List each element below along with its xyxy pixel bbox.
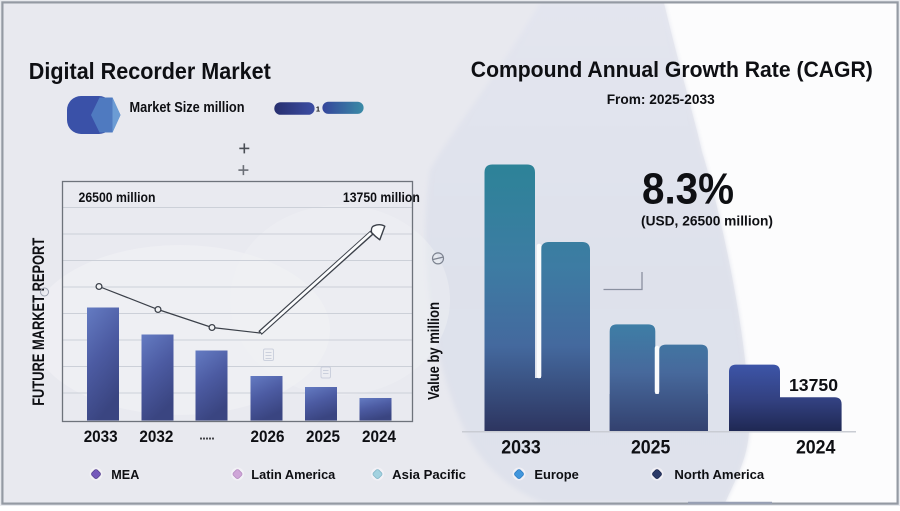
- svg-text:2033: 2033: [501, 438, 541, 459]
- svg-text:Digital Recorder Market: Digital Recorder Market: [29, 58, 271, 84]
- svg-text:From: 2025-2033: From: 2025-2033: [607, 91, 715, 107]
- svg-text:2033: 2033: [84, 428, 118, 446]
- svg-text:Compound Annual Growth Rate (C: Compound Annual Growth Rate (CAGR): [471, 57, 873, 82]
- svg-text:13750: 13750: [789, 375, 838, 395]
- svg-text:North America: North America: [674, 467, 765, 482]
- svg-text:2024: 2024: [796, 438, 836, 459]
- svg-text:Market Size million: Market Size million: [130, 100, 245, 116]
- svg-text:1: 1: [316, 105, 320, 114]
- svg-text:2024: 2024: [362, 428, 397, 446]
- svg-text:Europe: Europe: [534, 467, 578, 482]
- svg-text:MEA: MEA: [111, 467, 140, 482]
- svg-text:8.3%: 8.3%: [642, 165, 734, 214]
- svg-text:Latin America: Latin America: [251, 467, 336, 482]
- svg-text:2026: 2026: [251, 428, 285, 446]
- svg-text:2025: 2025: [631, 438, 671, 459]
- svg-text:26500 million: 26500 million: [79, 190, 156, 205]
- svg-text:13750 million: 13750 million: [343, 190, 420, 205]
- svg-text:(USD, 26500 million): (USD, 26500 million): [641, 213, 773, 229]
- svg-text:FUTURE MARKET REPORT: FUTURE MARKET REPORT: [30, 238, 48, 406]
- svg-text:Value by million: Value by million: [426, 302, 443, 400]
- svg-text:2032: 2032: [139, 428, 173, 446]
- svg-text:Asia Pacific: Asia Pacific: [392, 467, 466, 482]
- svg-text:2025: 2025: [306, 428, 340, 446]
- svg-text:.....: .....: [200, 428, 215, 443]
